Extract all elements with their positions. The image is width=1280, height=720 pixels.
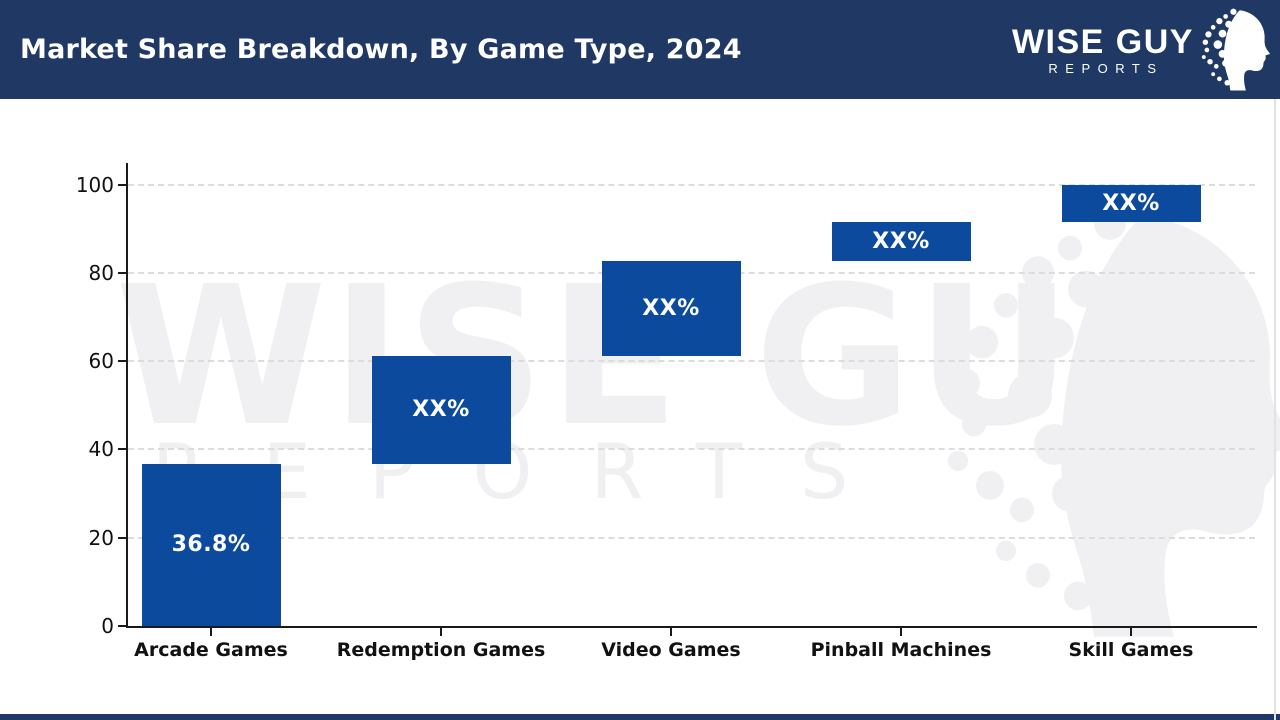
y-axis-tick [118,448,126,451]
brand-logo: WISE GUY REPORTS [1012,4,1274,96]
category-label-pinball-machines: Pinball Machines [810,639,992,661]
brand-tagline: REPORTS [1048,60,1164,76]
y-axis-tick [118,183,126,186]
brand-logo-text: WISE GUY REPORTS [1012,25,1194,76]
y-axis-tick [118,536,126,539]
bar-arcade-games: 36.8% [141,463,281,626]
y-axis-line [126,163,128,628]
category-label-arcade-games: Arcade Games [134,639,288,661]
category-label-video-games: Video Games [601,639,741,661]
y-axis-tick [118,625,126,627]
brand-name: WISE GUY [1011,22,1194,61]
x-axis-tick [210,628,212,636]
category-label-redemption-games: Redemption Games [336,639,546,661]
x-axis-tick [670,628,672,636]
bar-value-label-redemption-games: XX% [412,397,470,423]
x-axis-tick [1130,628,1132,636]
right-edge-divider [1274,99,1276,720]
y-axis-tick-label: 100 [75,172,114,197]
y-axis-tick-label: 80 [88,260,114,285]
y-axis-tick-label: 60 [88,349,114,374]
bar-value-label-skill-games: XX% [1102,190,1160,216]
header-bar: Market Share Breakdown, By Game Type, 20… [0,0,1280,99]
y-axis-tick-label: 40 [88,437,114,462]
x-axis-line [126,626,1257,628]
y-axis-tick-label: 0 [101,614,114,638]
y-axis-tick-label: 20 [88,525,114,550]
bar-skill-games: XX% [1061,184,1201,222]
x-axis-tick [440,628,442,636]
bar-value-label-video-games: XX% [642,296,700,322]
bar-value-label-arcade-games: 36.8% [171,532,251,558]
bar-value-label-pinball-machines: XX% [872,229,930,255]
x-axis-tick [900,628,902,636]
bar-redemption-games: XX% [371,355,511,464]
gridline-100 [128,183,1255,186]
bar-pinball-machines: XX% [831,221,971,262]
category-label-skill-games: Skill Games [1068,639,1194,661]
dotted-head-icon [1201,8,1271,91]
gridline-40 [128,448,1255,451]
page-title: Market Share Breakdown, By Game Type, 20… [20,34,742,65]
gridline-20 [128,536,1255,539]
y-axis-tick [118,360,126,363]
footer-bar [0,714,1280,720]
bar-video-games: XX% [601,261,741,356]
gridline-60 [128,360,1255,363]
y-axis-tick [118,271,126,274]
